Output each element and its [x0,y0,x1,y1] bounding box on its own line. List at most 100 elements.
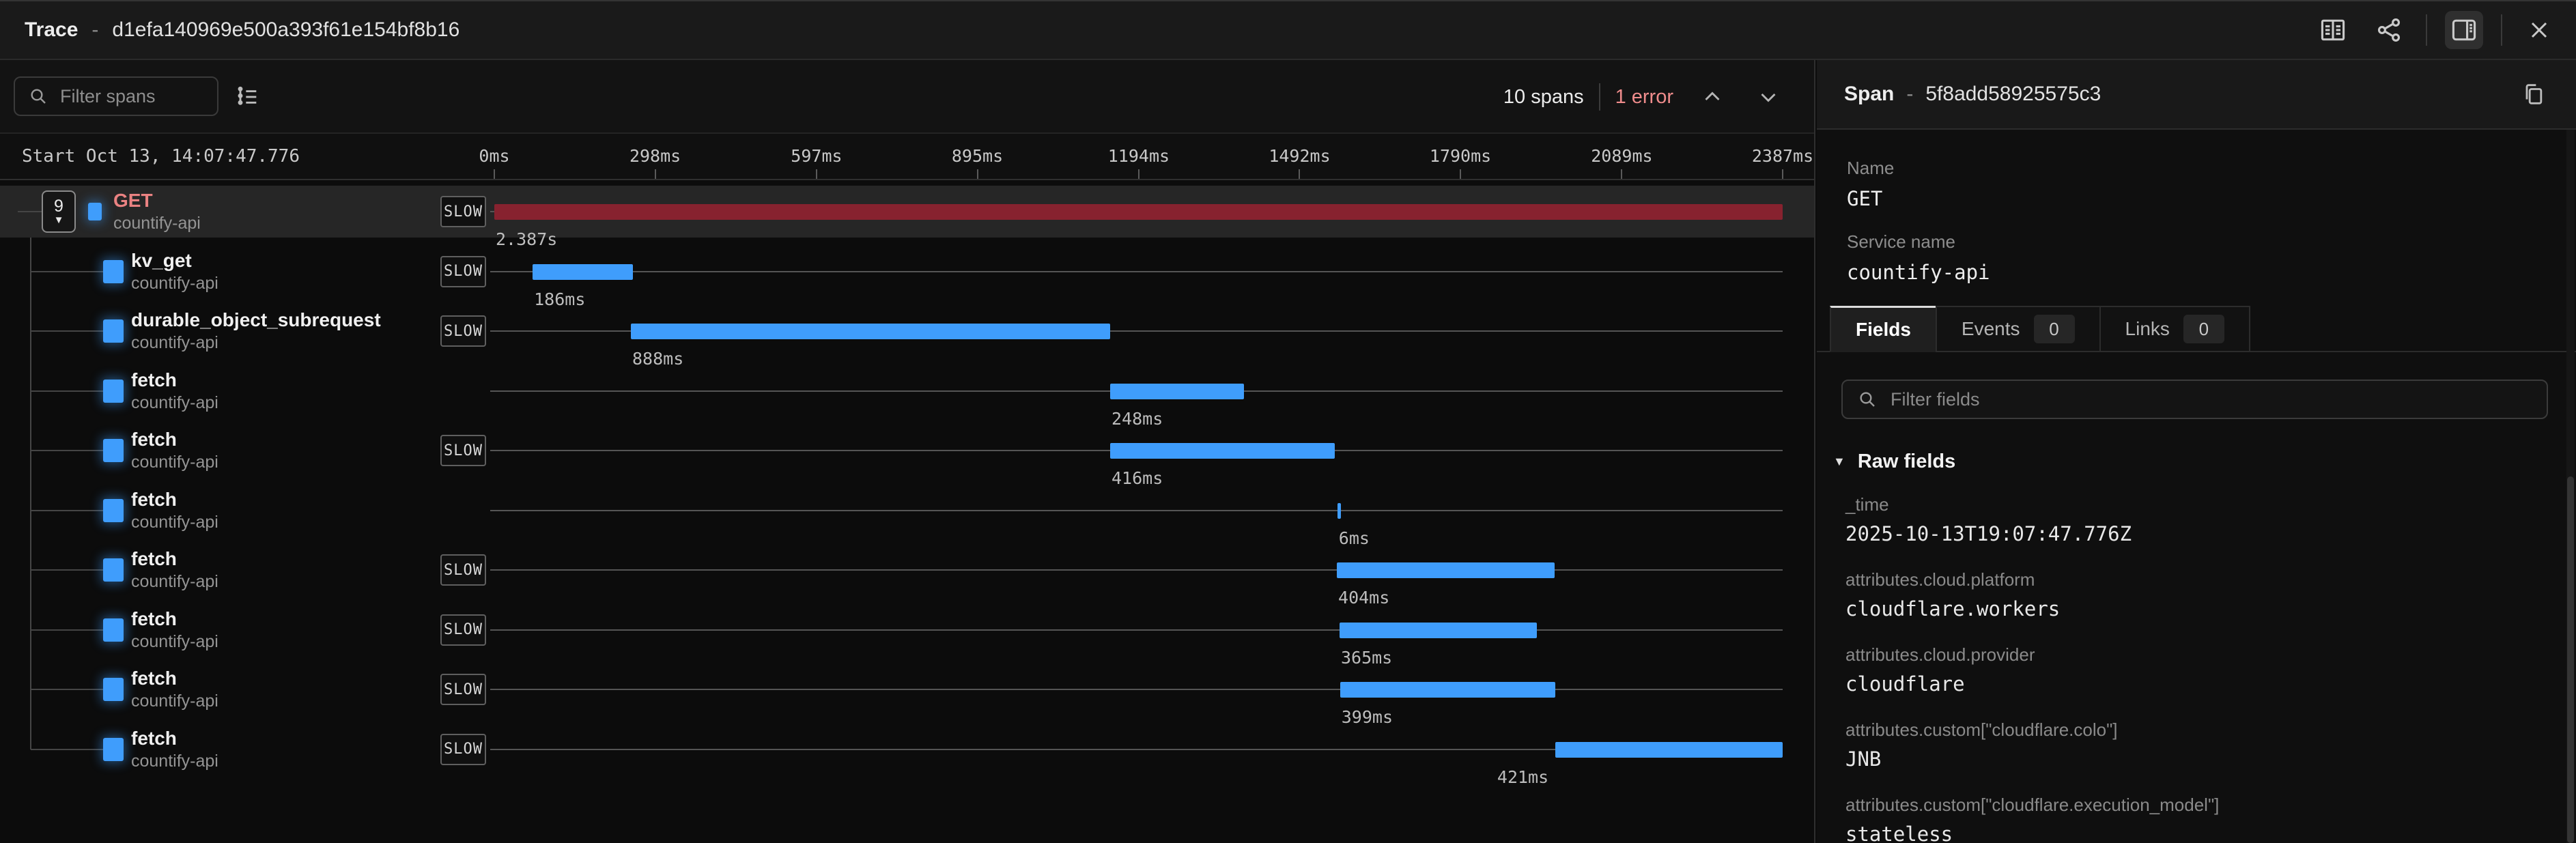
span-duration-label: 888ms [632,349,684,369]
span-row[interactable]: fetch countify-api SLOW 365ms [0,604,1814,668]
slow-badge: SLOW [440,196,486,227]
slow-badge: SLOW [440,614,486,646]
close-button[interactable] [2520,11,2558,49]
span-guide-line [490,330,1783,332]
scrollbar-thumb[interactable] [2567,476,2574,843]
span-row[interactable]: fetch countify-api SLOW 399ms [0,663,1814,727]
span-row[interactable]: fetch countify-api SLOW 416ms [0,425,1814,488]
span-duration-bar[interactable] [1555,741,1783,758]
tab-fields[interactable]: Fields [1830,306,1937,352]
tick-mark [1299,169,1301,179]
next-error-button[interactable] [1751,80,1785,114]
span-counters: 10 spans 1 error [1503,60,1785,134]
span-type-icon [103,439,124,462]
span-guide-line [490,509,1783,511]
span-duration-bar[interactable] [1340,682,1556,698]
tree-connector [31,509,104,511]
topbar-actions [2314,11,2576,49]
span-row[interactable]: fetch countify-api 6ms [0,485,1814,548]
span-duration-bar[interactable] [631,324,1110,339]
tick-label: 895ms [951,146,1004,166]
filter-spans-box[interactable] [14,76,218,116]
table-view-icon [2318,15,2348,45]
span-labels: GET countify-api [113,189,201,233]
raw-field: attributes.custom["cloudflare.colo"] JNB [1845,719,2576,771]
name-value: GET [1847,187,1883,210]
filter-spans-input[interactable] [59,85,205,108]
filter-fields-input[interactable] [1889,388,2533,411]
links-count-badge: 0 [2183,315,2224,343]
previous-error-button[interactable] [1695,80,1729,114]
error-count[interactable]: 1 error [1615,85,1673,108]
toggle-side-panel-button[interactable] [2445,11,2483,49]
span-summary: Name GET Service name countify-api [1817,130,2576,284]
span-name: fetch [131,668,177,689]
span-row[interactable]: durable_object_subrequest countify-api S… [0,305,1814,369]
trace-entity-label: Trace [25,18,79,41]
span-name: kv_get [131,249,192,271]
tick-mark [494,169,495,179]
service-name-label: Service name [1847,231,1955,252]
span-name: fetch [131,429,177,450]
span-count: 10 spans [1503,85,1584,108]
tab-links[interactable]: Links 0 [2099,306,2250,352]
span-duration-bar[interactable] [1109,383,1245,399]
raw-fields-header[interactable]: ▼ Raw fields [1833,451,2576,473]
field-key: _time [1845,494,1889,515]
tree-view-toggle-button[interactable] [229,81,265,113]
close-icon [2525,16,2553,44]
raw-field: _time 2025-10-13T19:07:47.776Z [1845,494,2576,545]
field-value: cloudflare [1845,672,1965,696]
tree-connector [31,748,104,750]
tree-connector [31,629,104,631]
span-duration-label: 404ms [1338,588,1390,608]
span-labels: fetch countify-api [131,727,218,771]
slow-badge: SLOW [440,733,486,765]
counter-divider [1598,83,1600,111]
collapse-children-button[interactable]: 9 ▼ [42,190,76,233]
span-name: fetch [131,608,177,629]
span-service: countify-api [131,572,218,591]
panel-scrollbar[interactable] [2566,130,2575,843]
tree-connector [31,689,104,690]
share-button[interactable] [2370,11,2408,49]
span-duration-bar[interactable] [1337,502,1341,519]
span-row[interactable]: kv_get countify-api SLOW 186ms [0,246,1814,309]
span-duration-bar[interactable] [1109,443,1335,459]
span-row[interactable]: GET countify-api SLOW 2.387s 9 ▼ [0,186,1814,249]
span-duration-bar[interactable] [533,263,634,280]
span-duration-bar[interactable] [494,204,1783,220]
span-duration-label: 248ms [1111,408,1163,429]
span-duration-bar[interactable] [1337,562,1555,578]
span-duration-label: 6ms [1338,528,1370,548]
span-panel-body: Name GET Service name countify-api Field… [1817,130,2576,843]
timeline-header: Start Oct 13, 14:07:47.776 0ms 298ms 597ms… [0,134,1814,180]
tick-mark [976,169,978,179]
span-labels: fetch countify-api [131,547,218,592]
span-type-icon [103,558,124,582]
span-type-icon [88,203,102,220]
slow-badge: SLOW [440,315,486,347]
tick-mark [815,169,817,179]
slow-badge: SLOW [440,674,486,705]
span-duration-bar[interactable] [1339,622,1537,638]
span-row[interactable]: fetch countify-api SLOW 421ms [0,724,1814,787]
raw-field: attributes.custom["cloudflare.execution_… [1845,794,2576,843]
span-row[interactable]: fetch countify-api 248ms [0,365,1814,429]
tab-events[interactable]: Events 0 [1935,306,2101,352]
list-tree-icon [233,83,261,111]
span-duration-label: 416ms [1111,468,1163,488]
table-view-button[interactable] [2314,11,2352,49]
copy-span-id-button[interactable] [2516,76,2551,112]
span-title: Span - 5f8add58925575c3 [1817,83,2101,106]
span-service: countify-api [131,453,218,472]
span-name-field: Name GET [1847,157,2576,210]
slow-badge: SLOW [440,255,486,287]
span-name: durable_object_subrequest [131,309,381,330]
span-duration-label: 2.387s [496,229,558,249]
trace-title: Trace - d1efa140969e500a393f61e154bf8b16 [0,18,459,42]
tick-label: 1194ms [1107,146,1170,166]
filter-fields-box[interactable] [1841,380,2548,419]
span-panel-tabs: Fields Events 0 Links 0 [1817,306,2576,352]
span-row[interactable]: fetch countify-api SLOW 404ms [0,544,1814,608]
